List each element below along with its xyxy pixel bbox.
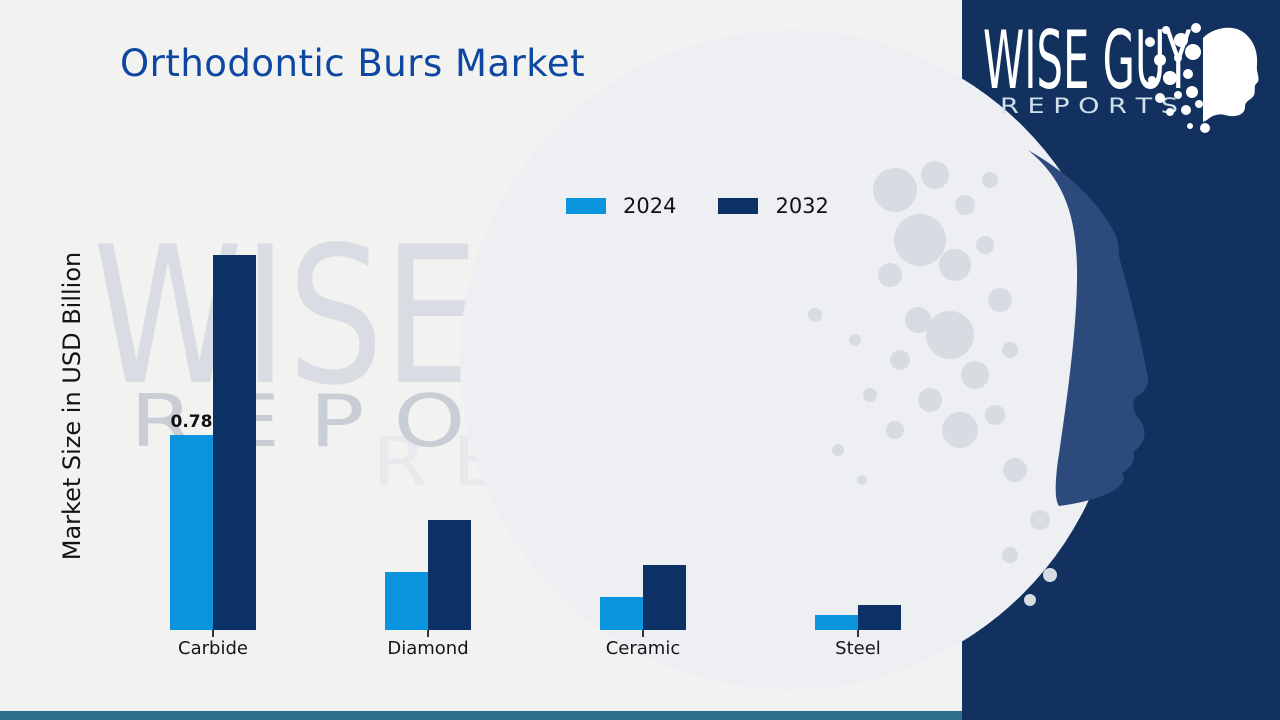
legend-swatch-2024: [566, 198, 606, 214]
x-axis-tick: [857, 630, 859, 637]
legend-label-2024: 2024: [623, 194, 677, 218]
brand-logo-reports: R E P O R T S: [1000, 94, 1178, 118]
chart-legend: 2024 2032: [566, 194, 829, 218]
category-label-ceramic: Ceramic: [605, 638, 681, 659]
x-axis-tick: [642, 630, 644, 637]
brand-logo: WISE GUY R E P O R T S: [983, 14, 1259, 133]
decorative-dots: [808, 161, 1057, 606]
bottom-accent-bar: [0, 711, 1280, 720]
bar-2032-diamond: [428, 520, 471, 630]
category-label-steel: Steel: [835, 638, 881, 659]
brand-circle-cutout: [460, 30, 1120, 690]
logo-dots: [1145, 23, 1210, 133]
bar-2024-diamond: [385, 572, 428, 630]
legend-item-2032: 2032: [718, 194, 829, 218]
category-label-diamond: Diamond: [387, 638, 469, 659]
bar-2024-carbide: [170, 435, 213, 630]
logo-face-icon: [1203, 27, 1259, 123]
legend-label-2032: 2032: [775, 194, 829, 218]
legend-swatch-2032: [718, 198, 759, 214]
bar-2024-steel: [815, 615, 858, 630]
legend-item-2024: 2024: [566, 194, 676, 218]
face-silhouette: [1028, 150, 1149, 506]
bar-value-label: 0.78: [170, 412, 213, 432]
x-axis-tick: [212, 630, 214, 637]
bar-2032-carbide: [213, 255, 256, 630]
bar-2032-steel: [858, 605, 901, 630]
bar-2032-ceramic: [643, 565, 686, 630]
bar-2024-ceramic: [600, 597, 643, 630]
x-axis-tick: [427, 630, 429, 637]
page-title: Orthodontic Burs Market: [120, 42, 586, 85]
y-axis-label: Market Size in USD Billion: [58, 251, 86, 561]
category-label-carbide: Carbide: [178, 638, 248, 659]
